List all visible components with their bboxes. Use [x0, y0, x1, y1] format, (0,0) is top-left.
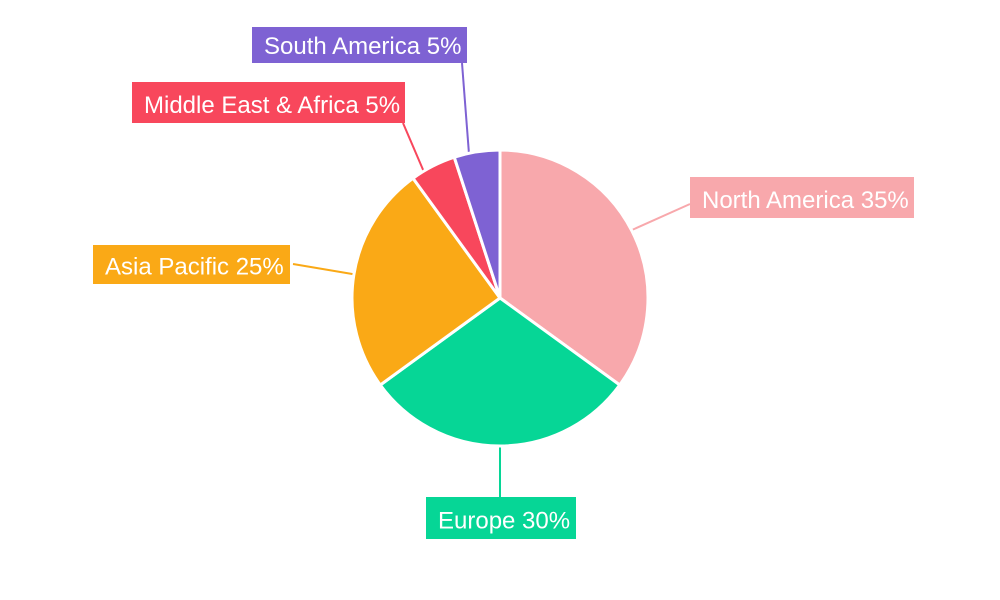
svg-text:Asia Pacific 25%: Asia Pacific 25%: [105, 253, 284, 280]
svg-text:Europe 30%: Europe 30%: [438, 508, 570, 535]
svg-text:North America 35%: North America 35%: [702, 187, 909, 214]
svg-text:Middle East & Africa 5%: Middle East & Africa 5%: [144, 92, 400, 119]
svg-text:South America 5%: South America 5%: [264, 33, 461, 60]
